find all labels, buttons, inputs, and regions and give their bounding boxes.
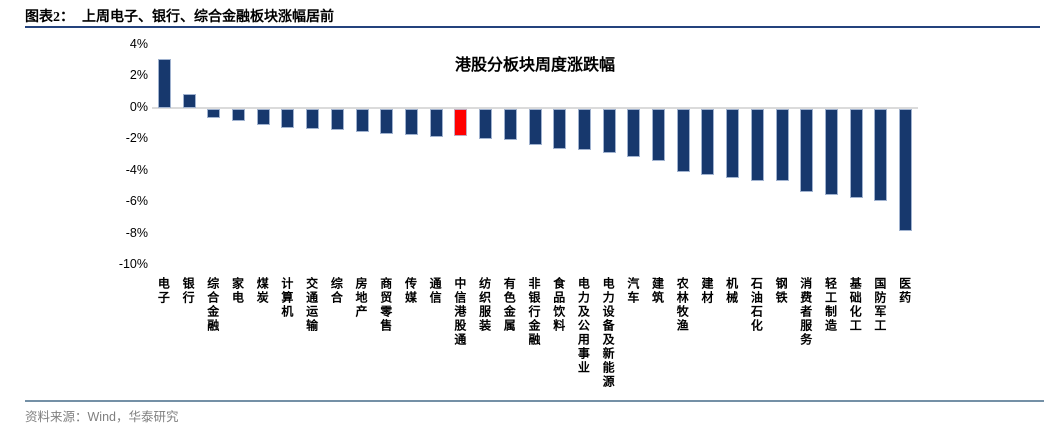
bar <box>750 108 764 182</box>
bar-highlighted <box>454 108 468 137</box>
x-axis-label: 纺织服装 <box>477 277 492 333</box>
x-axis-label: 电力设备及新能源 <box>601 277 616 389</box>
x-axis-label: 房地产 <box>354 277 369 319</box>
x-axis-label: 中信港股通 <box>452 277 467 347</box>
bar <box>652 108 666 161</box>
x-axis-label: 计算机 <box>279 277 294 319</box>
x-axis-label: 国防军工 <box>872 277 887 333</box>
x-axis-label: 钢铁 <box>774 277 789 305</box>
y-axis: 4% 2% 0% -2% -4% -6% -8% -10% <box>98 38 148 270</box>
y-tick-label: -10% <box>118 256 148 271</box>
plot-area <box>152 44 918 265</box>
y-tick-label: 2% <box>129 68 148 83</box>
bar <box>355 108 369 133</box>
bar <box>231 108 245 122</box>
footer-divider <box>25 400 1044 402</box>
bar <box>330 108 344 130</box>
bar <box>528 108 542 145</box>
bar <box>627 108 641 157</box>
x-axis-label: 电子 <box>156 277 171 305</box>
chart-title: 港股分板块周度涨跌幅 <box>454 57 615 74</box>
bar <box>726 108 740 178</box>
bar <box>800 108 814 193</box>
bar <box>429 108 443 137</box>
bar <box>503 108 517 141</box>
figure-header: 图表2： 上周电子、银行、综合金融板块涨幅居前 <box>25 6 1040 26</box>
bar <box>825 108 839 196</box>
x-axis-label: 综合金融 <box>205 277 220 333</box>
bar <box>281 108 295 129</box>
x-axis-label: 汽车 <box>625 277 640 305</box>
bar <box>306 108 320 130</box>
bar <box>404 108 418 136</box>
x-axis-label: 电力及公用事业 <box>576 277 591 375</box>
x-axis-label: 通信 <box>428 277 443 305</box>
bar <box>775 108 789 182</box>
bar <box>849 108 863 198</box>
x-axis-label: 商贸零售 <box>378 277 393 333</box>
x-axis-label: 农林牧渔 <box>675 277 690 333</box>
bar <box>380 108 394 134</box>
bar <box>874 108 888 202</box>
bar <box>207 108 221 119</box>
bar-chart: 港股分板块周度涨跌幅 4% 2% 0% -2% -4% -6% -8% -10% 电子 银行 综合… <box>98 38 918 395</box>
bar <box>899 108 913 232</box>
bar <box>479 108 493 139</box>
zero-gridline <box>152 106 918 109</box>
header-divider <box>25 26 1040 28</box>
figure-title: 上周电子、银行、综合金融板块涨幅居前 <box>82 10 334 25</box>
y-tick-label: 0% <box>129 99 148 114</box>
x-axis-label: 消费者服务 <box>798 277 813 347</box>
x-axis-label: 交通运输 <box>304 277 319 333</box>
bar <box>256 108 270 126</box>
x-axis-label: 机械 <box>724 277 739 305</box>
x-axis-label: 传媒 <box>403 277 418 305</box>
bar <box>182 93 196 108</box>
figure-label: 图表2： <box>25 10 74 25</box>
x-axis-label: 医药 <box>897 277 912 305</box>
bar <box>701 108 715 175</box>
x-axis-label: 建材 <box>699 277 714 305</box>
source-note: 资料来源：Wind，华泰研究 <box>25 410 179 424</box>
x-axis-label: 食品饮料 <box>551 277 566 333</box>
x-axis-label: 非银行金融 <box>527 277 541 347</box>
bar <box>577 108 591 150</box>
x-axis-label: 轻工制造 <box>823 277 838 333</box>
x-axis-label: 家电 <box>230 277 245 305</box>
bar <box>676 108 690 173</box>
y-tick-label: -8% <box>125 225 148 240</box>
bar <box>553 108 567 149</box>
x-axis-label: 综合 <box>329 277 344 305</box>
y-tick-label: 4% <box>129 36 148 51</box>
bar <box>157 58 171 108</box>
x-axis-label: 石油石化 <box>749 277 764 333</box>
bar <box>602 108 616 153</box>
x-axis-label: 有色金属 <box>502 277 517 333</box>
x-axis-labels: 电子 银行 综合金融 家电 煤炭 计算机 交通运输 综合 房地产 商贸零售 传媒 通信 中信港股通 纺织服… <box>152 277 918 395</box>
x-axis-label: 建筑 <box>650 277 665 305</box>
x-axis-label: 银行 <box>181 277 196 305</box>
y-tick-label: -6% <box>125 194 148 209</box>
x-axis-label: 基础化工 <box>848 277 863 333</box>
y-tick-label: -2% <box>125 131 148 146</box>
x-axis-label: 煤炭 <box>255 277 270 305</box>
y-tick-label: -4% <box>125 162 148 177</box>
